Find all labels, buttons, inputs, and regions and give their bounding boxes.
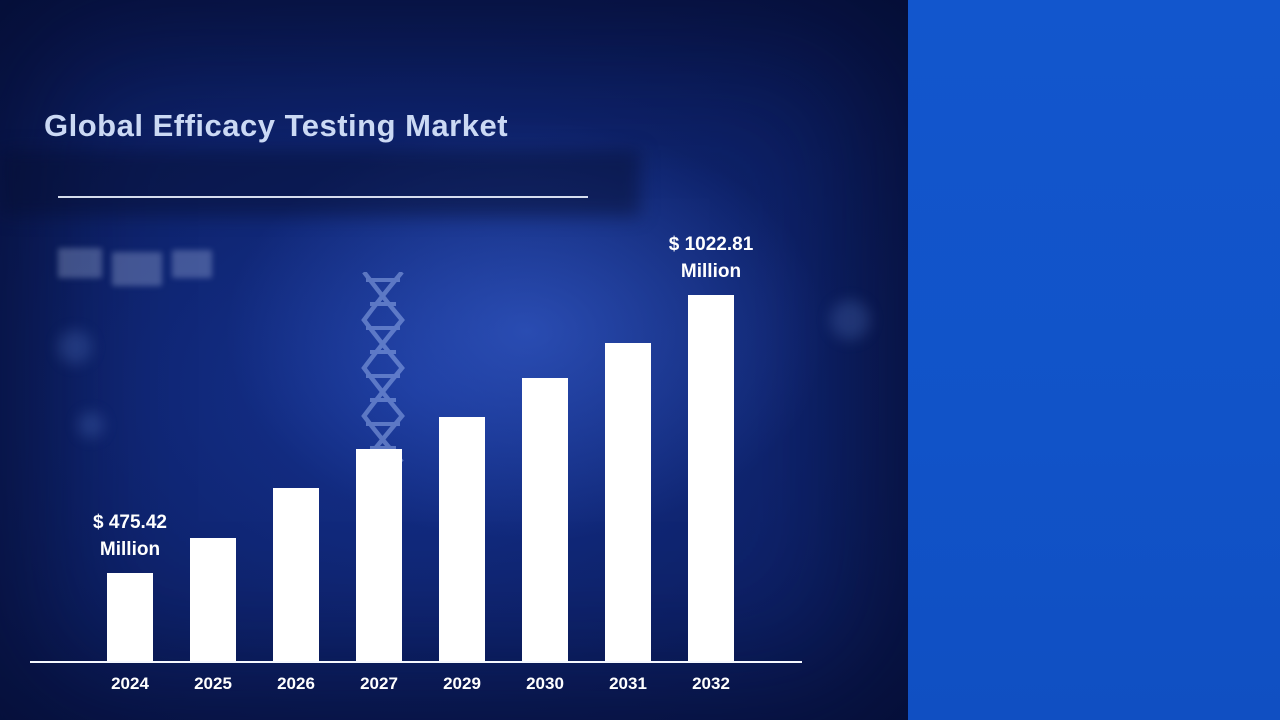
background-bokeh [78, 412, 104, 438]
bar-2030 [522, 378, 568, 663]
x-axis-label: 2026 [277, 674, 315, 693]
x-axis-label: 2032 [692, 674, 730, 693]
x-axis-label: 2027 [360, 674, 398, 693]
bar-value-label: $ 475.42 Million [93, 512, 167, 560]
x-axis-label: 2029 [443, 674, 481, 693]
background-monitor-shape [112, 252, 162, 286]
bar-chart: $ 475.42 Million $ 1022.81 Million [93, 234, 753, 663]
title-underline [58, 196, 588, 198]
info-panel: VERIFIED MARKET RESEARCH ® 10.05% CAGR f… [908, 0, 1280, 720]
x-axis-label: 2025 [194, 674, 232, 693]
bar-2031 [605, 343, 651, 663]
bar-2025 [190, 538, 236, 663]
background-monitor-shape [58, 248, 102, 278]
x-axis-label: 2030 [526, 674, 564, 693]
background-band [0, 150, 640, 216]
x-axis-label: 2031 [609, 674, 647, 693]
bar-2027 [356, 449, 402, 663]
x-axis-line [30, 661, 802, 663]
bar-2024: $ 475.42 Million [93, 512, 167, 663]
dna-helix-icon [361, 272, 405, 462]
x-axis-labels: 2024 2025 2026 2027 2029 2030 2031 2032 [107, 674, 734, 694]
x-axis-label: 2024 [111, 674, 149, 693]
bar-value-label: $ 1022.81 Million [668, 234, 754, 282]
background-bokeh [58, 330, 92, 364]
background-bokeh [830, 300, 870, 340]
bar-2026 [273, 488, 319, 663]
page-title: Global Efficacy Testing Market [44, 108, 509, 143]
bar-2032: $ 1022.81 Million [669, 234, 753, 663]
chart-panel: Global Efficacy Testing Market $ 475.42 M… [0, 0, 908, 720]
background-monitor-shape [172, 250, 212, 278]
bar-2029 [439, 417, 485, 663]
